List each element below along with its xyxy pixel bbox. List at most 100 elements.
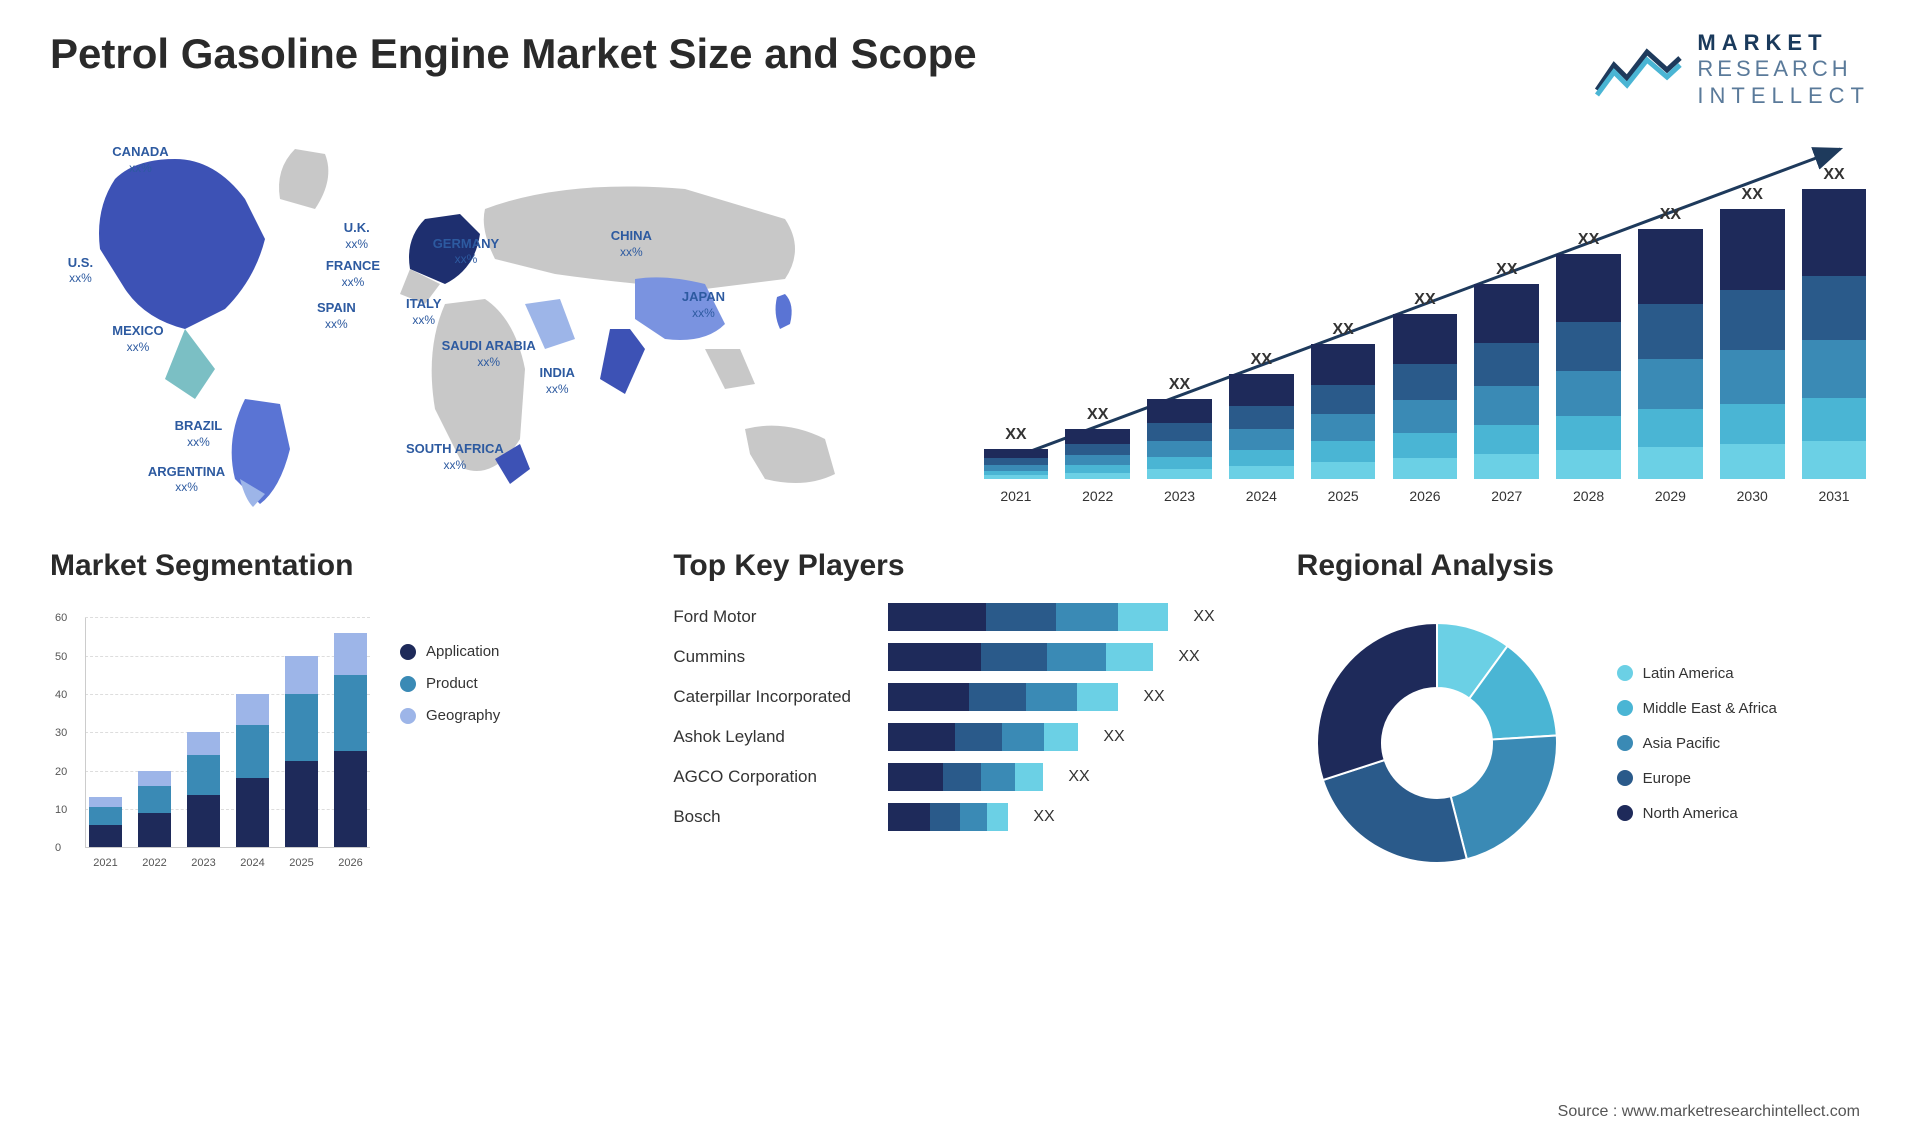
forecast-value-label: XX — [1087, 406, 1108, 424]
forecast-year-label: 2028 — [1573, 488, 1604, 504]
segmentation-section: Market Segmentation 20212022202320242025… — [50, 549, 623, 883]
forecast-bar-2024: XX2024 — [1225, 159, 1297, 479]
map-label-china: CHINAxx% — [611, 228, 652, 260]
logo-line1: MARKET — [1697, 30, 1870, 56]
legend-label: North America — [1643, 805, 1738, 822]
donut-slice — [1450, 736, 1556, 860]
forecast-year-label: 2029 — [1655, 488, 1686, 504]
players-title: Top Key Players — [673, 549, 1246, 583]
player-bar — [888, 643, 1153, 671]
seg-bar-2023: 2023 — [184, 618, 223, 847]
forecast-bar-2028: XX2028 — [1553, 159, 1625, 479]
player-row: Ford MotorXX — [673, 603, 1246, 631]
seg-bar-2022: 2022 — [135, 618, 174, 847]
map-label-saudiarabia: SAUDI ARABIAxx% — [442, 338, 536, 370]
seg-bar-2021: 2021 — [86, 618, 125, 847]
legend-dot-icon — [400, 708, 416, 724]
region-legend-item: Europe — [1617, 770, 1777, 787]
player-name: Bosch — [673, 807, 873, 827]
legend-label: Middle East & Africa — [1643, 700, 1777, 717]
forecast-chart: XX2021XX2022XX2023XX2024XX2025XX2026XX20… — [980, 129, 1870, 509]
legend-dot-icon — [1617, 805, 1633, 821]
map-label-italy: ITALYxx% — [406, 296, 441, 328]
forecast-bar-2026: XX2026 — [1389, 159, 1461, 479]
forecast-value-label: XX — [1251, 351, 1272, 369]
map-label-spain: SPAINxx% — [317, 300, 356, 332]
segmentation-legend: ApplicationProductGeography — [400, 603, 500, 873]
seg-legend-item: Application — [400, 643, 500, 660]
region-legend-item: Asia Pacific — [1617, 735, 1777, 752]
forecast-bar-2029: XX2029 — [1635, 159, 1707, 479]
player-name: Caterpillar Incorporated — [673, 687, 873, 707]
forecast-value-label: XX — [1332, 321, 1353, 339]
forecast-year-label: 2022 — [1082, 488, 1113, 504]
forecast-year-label: 2023 — [1164, 488, 1195, 504]
logo-icon — [1592, 40, 1682, 100]
seg-ytick: 40 — [55, 689, 67, 701]
regional-title: Regional Analysis — [1297, 549, 1870, 583]
logo-line3: INTELLECT — [1697, 83, 1870, 109]
map-label-india: INDIAxx% — [540, 365, 575, 397]
map-label-japan: JAPANxx% — [682, 289, 725, 321]
player-row: Bosch XX — [673, 803, 1246, 831]
legend-label: Europe — [1643, 770, 1691, 787]
legend-dot-icon — [1617, 665, 1633, 681]
player-bar — [888, 723, 1078, 751]
forecast-value-label: XX — [1414, 291, 1435, 309]
forecast-bar-2025: XX2025 — [1307, 159, 1379, 479]
top-row: CANADAxx%U.S.xx%MEXICOxx%BRAZILxx%ARGENT… — [50, 129, 1870, 509]
logo-text: MARKET RESEARCH INTELLECT — [1697, 30, 1870, 109]
legend-dot-icon — [400, 676, 416, 692]
map-label-southafrica: SOUTH AFRICAxx% — [406, 441, 504, 473]
forecast-year-label: 2025 — [1328, 488, 1359, 504]
forecast-year-label: 2026 — [1409, 488, 1440, 504]
donut-slice — [1317, 623, 1437, 780]
source-attribution: Source : www.marketresearchintellect.com — [1558, 1103, 1860, 1121]
seg-year-label: 2025 — [289, 857, 313, 869]
forecast-value-label: XX — [1496, 261, 1517, 279]
player-value: XX — [1033, 808, 1054, 826]
segmentation-content: 202120222023202420252026 0102030405060 A… — [50, 603, 623, 873]
logo-line2: RESEARCH — [1697, 56, 1870, 82]
seg-ytick: 20 — [55, 766, 67, 778]
player-bar — [888, 683, 1118, 711]
forecast-year-label: 2027 — [1491, 488, 1522, 504]
player-value: XX — [1143, 688, 1164, 706]
map-label-mexico: MEXICOxx% — [112, 323, 163, 355]
forecast-bar-2030: XX2030 — [1716, 159, 1788, 479]
seg-ytick: 60 — [55, 612, 67, 624]
player-row: Cummins XX — [673, 643, 1246, 671]
player-bar — [888, 803, 1008, 831]
player-name: Ashok Leyland — [673, 727, 873, 747]
legend-label: Geography — [426, 707, 500, 724]
forecast-value-label: XX — [1578, 231, 1599, 249]
seg-bar-2025: 2025 — [282, 618, 321, 847]
map-label-argentina: ARGENTINAxx% — [148, 464, 225, 496]
legend-label: Application — [426, 643, 499, 660]
seg-legend-item: Geography — [400, 707, 500, 724]
region-legend-item: North America — [1617, 805, 1777, 822]
seg-ytick: 0 — [55, 842, 61, 854]
forecast-chart-section: XX2021XX2022XX2023XX2024XX2025XX2026XX20… — [980, 129, 1870, 509]
page-title: Petrol Gasoline Engine Market Size and S… — [50, 30, 977, 78]
map-label-canada: CANADAxx% — [112, 144, 168, 176]
bottom-row: Market Segmentation 20212022202320242025… — [50, 549, 1870, 883]
seg-year-label: 2021 — [93, 857, 117, 869]
player-name: AGCO Corporation — [673, 767, 873, 787]
forecast-year-label: 2024 — [1246, 488, 1277, 504]
player-bar — [888, 603, 1168, 631]
forecast-value-label: XX — [1660, 206, 1681, 224]
forecast-value-label: XX — [1169, 376, 1190, 394]
seg-year-label: 2026 — [338, 857, 362, 869]
player-value: XX — [1178, 648, 1199, 666]
seg-ytick: 10 — [55, 804, 67, 816]
forecast-bar-2021: XX2021 — [980, 159, 1052, 479]
map-label-germany: GERMANYxx% — [433, 236, 499, 268]
players-section: Top Key Players Ford MotorXX Cummins XX Cat… — [673, 549, 1246, 883]
forecast-year-label: 2021 — [1000, 488, 1031, 504]
world-map-section: CANADAxx%U.S.xx%MEXICOxx%BRAZILxx%ARGENT… — [50, 129, 940, 509]
forecast-value-label: XX — [1742, 186, 1763, 204]
player-name: Cummins — [673, 647, 873, 667]
players-list: Ford MotorXX Cummins XX Caterpillar Incorpo… — [673, 603, 1246, 831]
player-row: Ashok LeylandXX — [673, 723, 1246, 751]
